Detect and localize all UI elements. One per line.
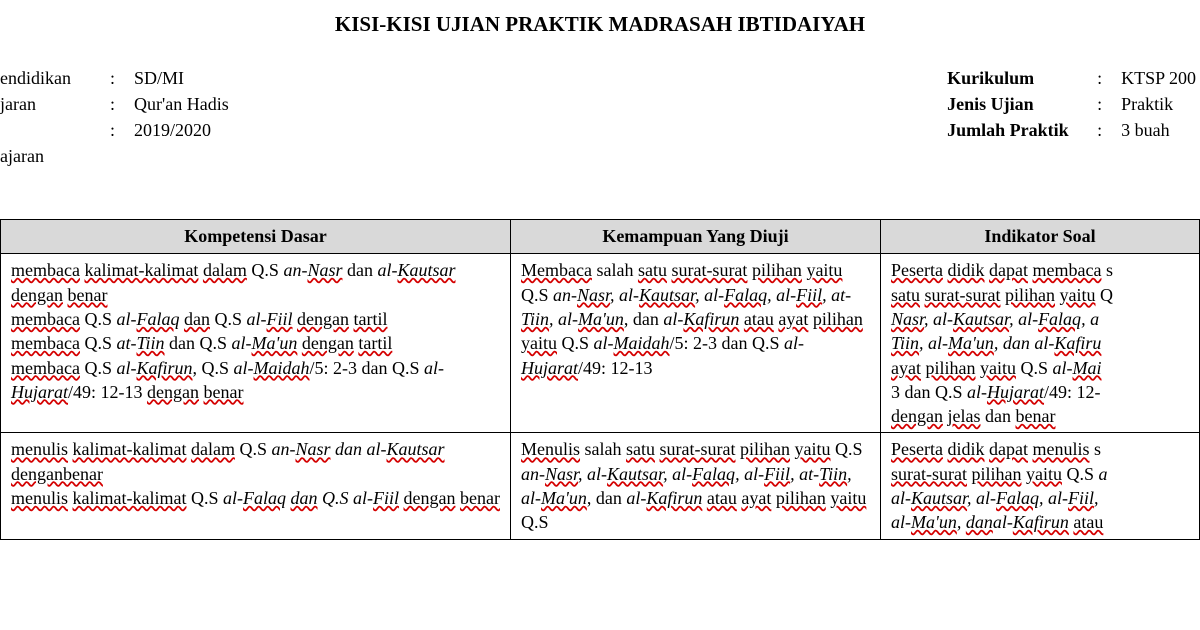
table-cell: Peserta didik dapat membaca ssatu surat-… xyxy=(881,254,1200,433)
table-cell: Membaca salah satu surat-surat pilihan y… xyxy=(511,254,881,433)
table-cell: menulis kalimat-kalimat dalam Q.S an-Nas… xyxy=(1,433,511,539)
table-row: membaca kalimat-kalimat dalam Q.S an-Nas… xyxy=(1,254,1200,433)
col-header-kd: Kompetensi Dasar xyxy=(1,220,511,254)
meta-value: KTSP 200 xyxy=(1121,65,1196,91)
table-row: menulis kalimat-kalimat dalam Q.S an-Nas… xyxy=(1,433,1200,539)
table-cell: membaca kalimat-kalimat dalam Q.S an-Nas… xyxy=(1,254,511,433)
meta-left: endidikan : SD/MI jaran : Qur'an Hadis :… xyxy=(0,65,229,169)
meta-sep: : xyxy=(1097,117,1121,143)
col-header-kemampuan: Kemampuan Yang Diuji xyxy=(511,220,881,254)
meta-right: Kurikulum : KTSP 200 Jenis Ujian : Prakt… xyxy=(947,65,1196,169)
table-cell: Peserta didik dapat menulis ssurat-surat… xyxy=(881,433,1200,539)
col-header-indikator: Indikator Soal xyxy=(881,220,1200,254)
meta-sep xyxy=(110,143,134,169)
meta-label: jaran xyxy=(0,91,110,117)
meta-sep: : xyxy=(1097,65,1121,91)
meta-label: endidikan xyxy=(0,65,110,91)
meta-label xyxy=(0,117,110,143)
meta-value: Qur'an Hadis xyxy=(134,91,229,117)
meta-sep: : xyxy=(110,91,134,117)
meta-value: Praktik xyxy=(1121,91,1173,117)
meta-sep: : xyxy=(1097,91,1121,117)
page-title: KISI-KISI UJIAN PRAKTIK MADRASAH IBTIDAI… xyxy=(0,12,1200,37)
table-header-row: Kompetensi Dasar Kemampuan Yang Diuji In… xyxy=(1,220,1200,254)
meta-sep: : xyxy=(110,65,134,91)
meta-value: 3 buah xyxy=(1121,117,1170,143)
meta-label: ajaran xyxy=(0,143,110,169)
meta-value: 2019/2020 xyxy=(134,117,211,143)
table-cell: Menulis salah satu surat-surat pilihan y… xyxy=(511,433,881,539)
meta-sep: : xyxy=(110,117,134,143)
meta-label: Jenis Ujian xyxy=(947,91,1097,117)
kisi-table: Kompetensi Dasar Kemampuan Yang Diuji In… xyxy=(0,219,1200,539)
meta-label: Jumlah Praktik xyxy=(947,117,1097,143)
meta-value: SD/MI xyxy=(134,65,184,91)
meta-label: Kurikulum xyxy=(947,65,1097,91)
meta-block: endidikan : SD/MI jaran : Qur'an Hadis :… xyxy=(0,65,1200,169)
